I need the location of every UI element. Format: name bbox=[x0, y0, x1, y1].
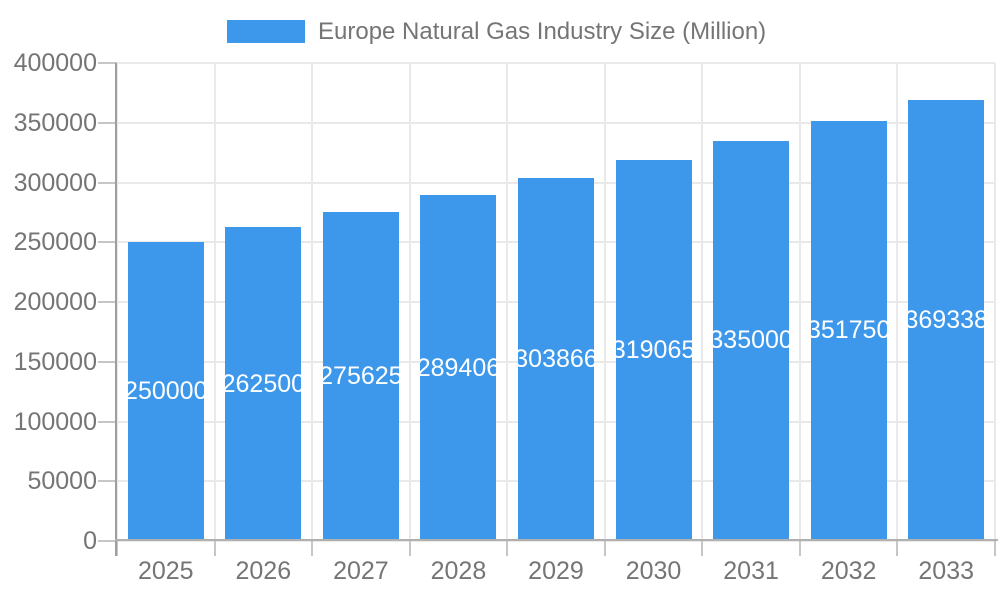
x-axis-category-label: 2027 bbox=[333, 557, 389, 585]
bar-2031: 335000 bbox=[713, 140, 790, 541]
x-axis-tick-mark bbox=[311, 541, 314, 556]
x-axis-tick-mark bbox=[506, 541, 509, 556]
gridline-vertical bbox=[798, 63, 801, 541]
x-axis-tick-mark bbox=[408, 541, 411, 556]
x-axis-tick-mark bbox=[701, 541, 704, 556]
x-axis-category-label: 2031 bbox=[723, 557, 779, 585]
gridline-vertical bbox=[506, 63, 509, 541]
bar-value-label: 319065 bbox=[615, 335, 692, 364]
x-axis-tick-mark bbox=[798, 541, 801, 556]
legend-swatch bbox=[227, 20, 305, 43]
x-axis-tick-mark bbox=[213, 541, 216, 556]
x-axis-line bbox=[115, 539, 998, 541]
gridline-vertical bbox=[896, 63, 899, 541]
x-axis-category-label: 2029 bbox=[528, 557, 584, 585]
y-axis-tick-mark bbox=[98, 241, 117, 244]
bar-2028: 289406 bbox=[420, 195, 497, 541]
bar-value-label: 335000 bbox=[713, 326, 790, 355]
bar-2030: 319065 bbox=[615, 159, 692, 541]
y-axis-tick-label: 100000 bbox=[13, 407, 97, 436]
gridline-vertical bbox=[311, 63, 314, 541]
y-axis-tick-label: 250000 bbox=[13, 228, 97, 257]
y-axis-tick-mark bbox=[98, 301, 117, 303]
legend-label: Europe Natural Gas Industry Size (Millio… bbox=[318, 17, 767, 45]
bar-2033: 369338 bbox=[908, 99, 985, 541]
legend: Europe Natural Gas Industry Size (Millio… bbox=[227, 17, 766, 46]
bar-value-label: 262500 bbox=[225, 369, 302, 398]
x-axis-tick-mark bbox=[116, 541, 118, 556]
y-axis-tick-label: 200000 bbox=[13, 288, 97, 316]
bar-2025: 250000 bbox=[127, 242, 204, 541]
bar-value-label: 289406 bbox=[420, 353, 497, 382]
bar-2026: 262500 bbox=[225, 227, 302, 541]
gridline-vertical bbox=[603, 63, 606, 541]
y-axis-tick-mark bbox=[98, 62, 117, 64]
y-axis-tick-mark bbox=[98, 121, 117, 124]
gridline-vertical bbox=[213, 63, 216, 541]
x-axis-tick-mark bbox=[994, 541, 996, 556]
x-axis-tick-mark bbox=[603, 541, 606, 556]
x-axis-category-label: 2030 bbox=[625, 557, 682, 585]
y-axis-tick-mark bbox=[98, 360, 117, 363]
bar-value-label: 250000 bbox=[127, 377, 204, 406]
x-axis-category-label: 2032 bbox=[820, 557, 877, 585]
y-axis-tick-mark bbox=[98, 420, 117, 423]
x-axis-category-label: 2033 bbox=[918, 557, 975, 585]
x-axis-category-label: 2025 bbox=[137, 557, 194, 585]
x-axis-category-label: 2026 bbox=[235, 557, 292, 585]
bar-2027: 275625 bbox=[322, 211, 399, 541]
gridline-vertical bbox=[994, 63, 996, 541]
y-axis-tick-label: 0 bbox=[83, 527, 97, 555]
y-axis-tick-label: 300000 bbox=[13, 168, 97, 197]
x-axis-tick-mark bbox=[896, 541, 899, 556]
gridline-vertical bbox=[408, 63, 411, 541]
bar-2032: 351750 bbox=[810, 120, 887, 541]
y-axis-tick-mark bbox=[98, 540, 117, 542]
x-axis-category-label: 2028 bbox=[430, 557, 487, 585]
bar-value-label: 369338 bbox=[908, 305, 985, 334]
y-axis-line bbox=[115, 63, 117, 556]
y-axis-tick-label: 150000 bbox=[13, 347, 97, 376]
y-axis-tick-label: 400000 bbox=[13, 49, 97, 77]
gridline-horizontal bbox=[117, 540, 995, 542]
bar-value-label: 303866 bbox=[518, 344, 594, 373]
bar-value-label: 351750 bbox=[810, 316, 887, 345]
bar-2029: 303866 bbox=[518, 177, 594, 541]
y-axis-tick-mark bbox=[98, 181, 117, 184]
y-axis-tick-label: 350000 bbox=[13, 108, 97, 137]
y-axis-tick-label: 50000 bbox=[27, 467, 97, 496]
y-axis-tick-mark bbox=[98, 480, 117, 483]
gridline-horizontal bbox=[117, 121, 995, 124]
bar-value-label: 275625 bbox=[322, 361, 399, 390]
gridline-vertical bbox=[701, 63, 704, 541]
gridline-vertical bbox=[116, 63, 118, 541]
gridline-horizontal bbox=[117, 62, 995, 64]
